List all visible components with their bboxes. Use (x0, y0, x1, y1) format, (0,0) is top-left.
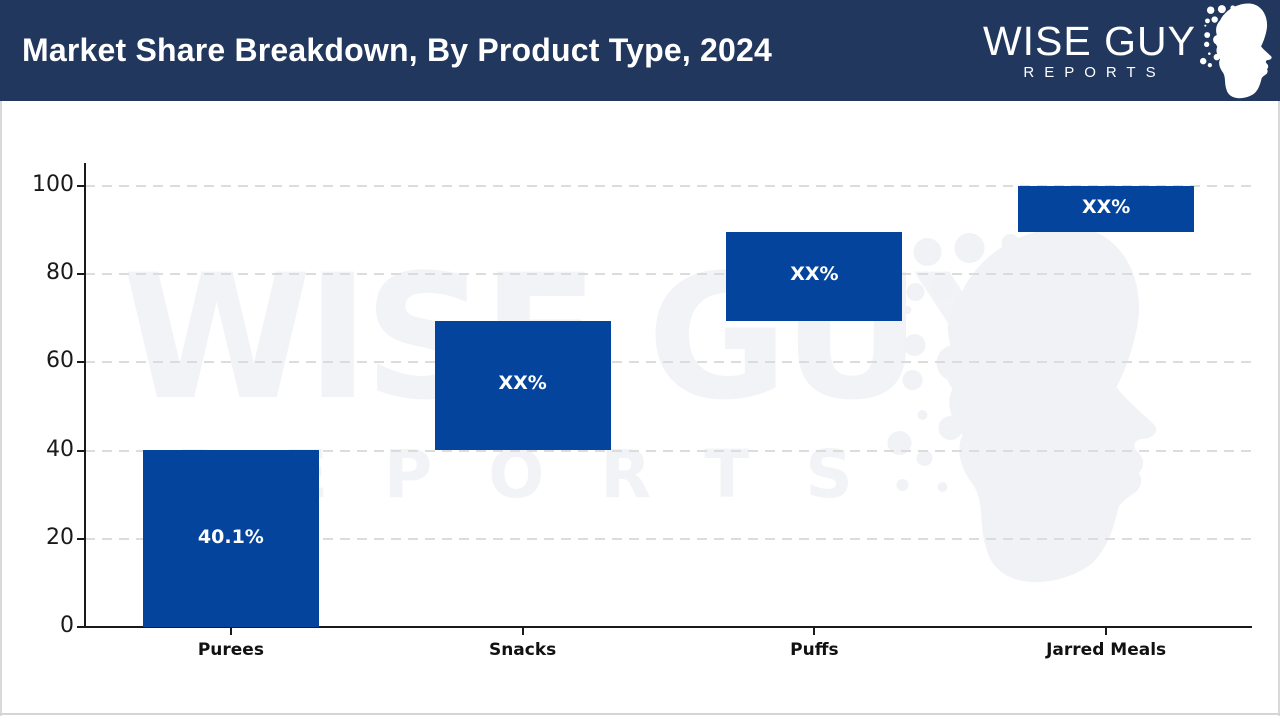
bar-purees (142, 450, 319, 627)
y-tick-mark (77, 185, 85, 187)
x-tick-mark (813, 627, 816, 635)
bar-jarred-meals (1018, 186, 1195, 232)
y-tick-label: 40 (46, 436, 74, 462)
gridline (85, 537, 1252, 540)
bar-label-purees: 40.1% (197, 525, 264, 548)
right-border (1278, 101, 1280, 716)
wiseguy-logo: WISE GUY REPORTS (983, 3, 1274, 99)
gridline (85, 273, 1252, 276)
gridline (85, 449, 1252, 452)
x-tick-mark (521, 627, 524, 635)
x-axis-line (84, 626, 1252, 628)
bar-label-snacks: XX% (498, 372, 547, 395)
y-tick-label: 80 (46, 260, 74, 286)
logo-text: WISE GUY REPORTS (982, 18, 1196, 81)
y-tick-label: 20 (46, 524, 74, 550)
y-tick-label: 0 (60, 613, 74, 638)
header: Market Share Breakdown, By Product Type,… (0, 0, 1280, 101)
bar-puffs (726, 231, 903, 321)
bottom-border (0, 713, 1280, 715)
left-border (0, 101, 2, 716)
y-tick-mark (77, 449, 85, 452)
x-axis-label-jarred-meals: Jarred Meals (1046, 640, 1167, 660)
y-tick-mark (77, 537, 85, 540)
bar-label-jarred-meals: XX% (1081, 195, 1131, 218)
y-tick-mark (77, 273, 85, 276)
y-tick-mark (77, 361, 85, 364)
x-tick-mark (1105, 627, 1108, 635)
gridline (85, 185, 1252, 187)
chart-title: Market Share Breakdown, By Product Type,… (22, 32, 772, 68)
y-tick-mark (77, 626, 85, 628)
x-axis-label-purees: Purees (197, 640, 264, 660)
bar-label-puffs: XX% (790, 263, 839, 286)
x-tick-mark (229, 627, 232, 635)
gridline (85, 361, 1252, 364)
x-axis-label-puffs: Puffs (790, 640, 839, 660)
logo-reports-text: REPORTS (1023, 64, 1166, 81)
y-tick-label: 100 (32, 172, 74, 197)
bar-snacks (434, 320, 611, 451)
x-axis-label-snacks: Snacks (488, 640, 557, 660)
y-tick-label: 60 (46, 348, 74, 374)
y-axis-line (84, 163, 86, 628)
logo-wise-guy-text: WISE GUY (982, 18, 1196, 64)
watermark-face-icon (887, 226, 1157, 583)
logo-face-icon (1200, 3, 1272, 98)
